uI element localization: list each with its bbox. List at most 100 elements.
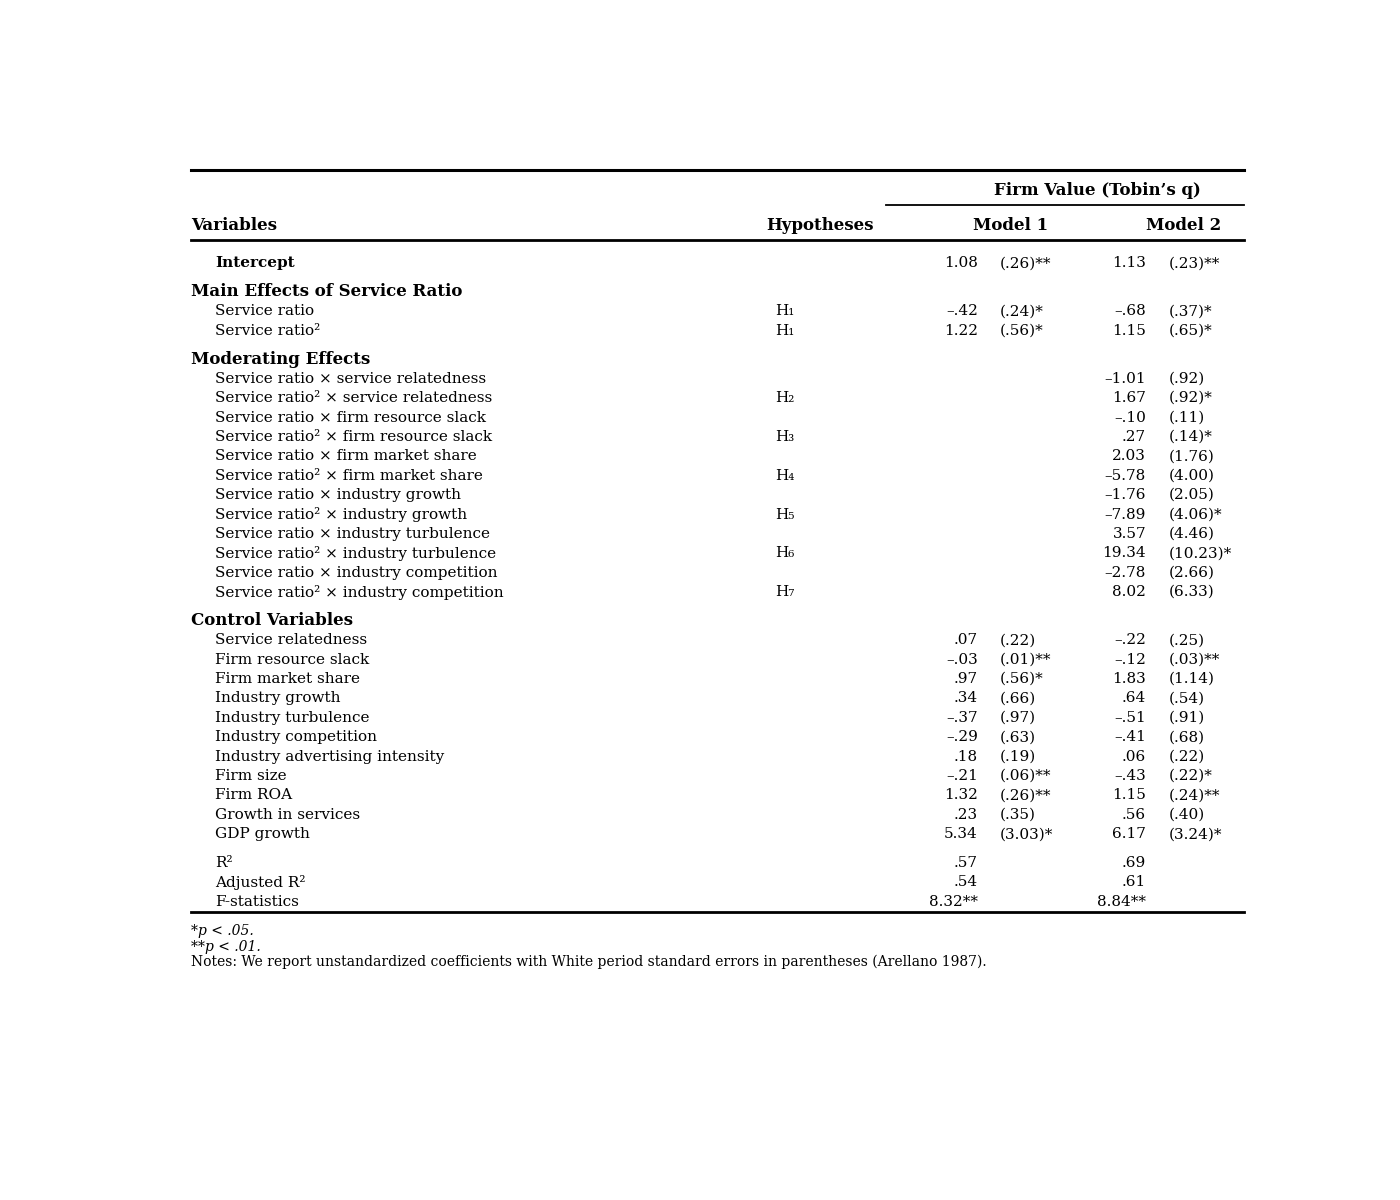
- Text: .18: .18: [953, 750, 977, 763]
- Text: Intercept: Intercept: [216, 256, 295, 270]
- Text: (1.14): (1.14): [1169, 672, 1215, 686]
- Text: GDP growth: GDP growth: [216, 827, 309, 841]
- Text: .06: .06: [1121, 750, 1147, 763]
- Text: Service ratio² × firm resource slack: Service ratio² × firm resource slack: [216, 430, 493, 444]
- Text: 1.83: 1.83: [1113, 672, 1147, 686]
- Text: Model 1: Model 1: [973, 217, 1049, 234]
- Text: –.68: –.68: [1114, 305, 1147, 318]
- Text: Notes: We report unstandardized coefficients with White period standard errors i: Notes: We report unstandardized coeffici…: [192, 955, 987, 970]
- Text: 1.67: 1.67: [1112, 391, 1147, 406]
- Text: .56: .56: [1121, 808, 1147, 822]
- Text: 19.34: 19.34: [1102, 546, 1147, 560]
- Text: (6.33): (6.33): [1169, 586, 1215, 599]
- Text: (.22)*: (.22)*: [1169, 769, 1212, 784]
- Text: .54: .54: [953, 875, 977, 889]
- Text: H₃: H₃: [776, 430, 794, 444]
- Text: H₄: H₄: [776, 469, 794, 482]
- Text: (.91): (.91): [1169, 710, 1205, 725]
- Text: Industry competition: Industry competition: [216, 731, 377, 744]
- Text: (2.66): (2.66): [1169, 565, 1215, 580]
- Text: Industry growth: Industry growth: [216, 691, 340, 706]
- Text: .69: .69: [1121, 856, 1147, 870]
- Text: .07: .07: [953, 634, 977, 647]
- Text: (.56)*: (.56)*: [1000, 324, 1043, 337]
- Text: (.26)**: (.26)**: [1000, 256, 1051, 270]
- Text: 1.15: 1.15: [1112, 324, 1147, 337]
- Text: (.68): (.68): [1169, 731, 1205, 744]
- Text: 3.57: 3.57: [1113, 527, 1147, 541]
- Text: –.10: –.10: [1114, 410, 1147, 425]
- Text: .97: .97: [953, 672, 977, 686]
- Text: Service ratio × firm resource slack: Service ratio × firm resource slack: [216, 410, 486, 425]
- Text: (.14)*: (.14)*: [1169, 430, 1212, 444]
- Text: (.56)*: (.56)*: [1000, 672, 1043, 686]
- Text: (4.46): (4.46): [1169, 527, 1215, 541]
- Text: –.42: –.42: [946, 305, 977, 318]
- Text: (.22): (.22): [1169, 750, 1205, 763]
- Text: Industry turbulence: Industry turbulence: [216, 710, 370, 725]
- Text: (4.06)*: (4.06)*: [1169, 508, 1222, 522]
- Text: H₁: H₁: [776, 324, 794, 337]
- Text: .23: .23: [953, 808, 977, 822]
- Text: Control Variables: Control Variables: [192, 612, 353, 629]
- Text: 6.17: 6.17: [1112, 827, 1147, 841]
- Text: 8.32**: 8.32**: [930, 895, 977, 908]
- Text: –.03: –.03: [946, 653, 977, 666]
- Text: F-statistics: F-statistics: [216, 895, 300, 908]
- Text: (4.00): (4.00): [1169, 469, 1215, 482]
- Text: (1.76): (1.76): [1169, 449, 1215, 463]
- Text: Firm size: Firm size: [216, 769, 287, 784]
- Text: **p < .01.: **p < .01.: [192, 940, 260, 954]
- Text: (.40): (.40): [1169, 808, 1205, 822]
- Text: Hypotheses: Hypotheses: [766, 217, 874, 234]
- Text: Adjusted R²: Adjusted R²: [216, 875, 305, 889]
- Text: H₁: H₁: [776, 305, 794, 318]
- Text: 8.02: 8.02: [1112, 586, 1147, 599]
- Text: –7.89: –7.89: [1105, 508, 1147, 522]
- Text: 5.34: 5.34: [944, 827, 977, 841]
- Text: 1.22: 1.22: [944, 324, 977, 337]
- Text: (.25): (.25): [1169, 634, 1205, 647]
- Text: (.26)**: (.26)**: [1000, 788, 1051, 803]
- Text: (.92)*: (.92)*: [1169, 391, 1212, 406]
- Text: (.24)*: (.24)*: [1000, 305, 1043, 318]
- Text: (10.23)*: (10.23)*: [1169, 546, 1232, 560]
- Text: Service ratio² × firm market share: Service ratio² × firm market share: [216, 469, 483, 482]
- Text: (3.03)*: (3.03)*: [1000, 827, 1053, 841]
- Text: (.97): (.97): [1000, 710, 1036, 725]
- Text: .34: .34: [953, 691, 977, 706]
- Text: .27: .27: [1121, 430, 1147, 444]
- Text: –.37: –.37: [946, 710, 977, 725]
- Text: Service ratio × firm market share: Service ratio × firm market share: [216, 449, 477, 463]
- Text: Service ratio² × service relatedness: Service ratio² × service relatedness: [216, 391, 493, 406]
- Text: –.22: –.22: [1114, 634, 1147, 647]
- Text: Service ratio²: Service ratio²: [216, 324, 321, 337]
- Text: Model 2: Model 2: [1147, 217, 1222, 234]
- Text: (.01)**: (.01)**: [1000, 653, 1051, 666]
- Text: Main Effects of Service Ratio: Main Effects of Service Ratio: [192, 283, 462, 300]
- Text: H₂: H₂: [776, 391, 794, 406]
- Text: Service ratio² × industry growth: Service ratio² × industry growth: [216, 508, 468, 522]
- Text: (2.05): (2.05): [1169, 488, 1215, 502]
- Text: –5.78: –5.78: [1105, 469, 1147, 482]
- Text: Service ratio × industry competition: Service ratio × industry competition: [216, 565, 497, 580]
- Text: Service ratio: Service ratio: [216, 305, 314, 318]
- Text: 1.15: 1.15: [1112, 788, 1147, 803]
- Text: Firm ROA: Firm ROA: [216, 788, 293, 803]
- Text: *p < .05.: *p < .05.: [192, 924, 253, 938]
- Text: (.65)*: (.65)*: [1169, 324, 1212, 337]
- Text: (.63): (.63): [1000, 731, 1036, 744]
- Text: .57: .57: [953, 856, 977, 870]
- Text: Service ratio × industry growth: Service ratio × industry growth: [216, 488, 461, 502]
- Text: Industry advertising intensity: Industry advertising intensity: [216, 750, 444, 763]
- Text: –.29: –.29: [946, 731, 977, 744]
- Text: (.66): (.66): [1000, 691, 1036, 706]
- Text: .61: .61: [1121, 875, 1147, 889]
- Text: (.19): (.19): [1000, 750, 1036, 763]
- Text: Service relatedness: Service relatedness: [216, 634, 367, 647]
- Text: Service ratio² × industry competition: Service ratio² × industry competition: [216, 584, 504, 600]
- Text: Firm resource slack: Firm resource slack: [216, 653, 370, 666]
- Text: –1.76: –1.76: [1105, 488, 1147, 502]
- Text: –.21: –.21: [946, 769, 977, 784]
- Text: –.12: –.12: [1114, 653, 1147, 666]
